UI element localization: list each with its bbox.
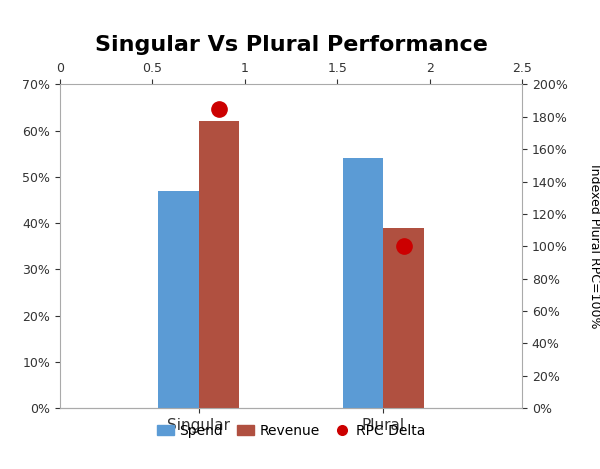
Legend: Spend, Revenue, RPC Delta: Spend, Revenue, RPC Delta xyxy=(152,418,430,443)
Bar xyxy=(199,121,239,408)
Title: Singular Vs Plural Performance: Singular Vs Plural Performance xyxy=(95,35,487,54)
Bar xyxy=(343,159,383,408)
Bar xyxy=(158,191,199,408)
Y-axis label: Indexed Plural RPC=100%: Indexed Plural RPC=100% xyxy=(589,164,600,328)
Bar xyxy=(383,228,424,408)
